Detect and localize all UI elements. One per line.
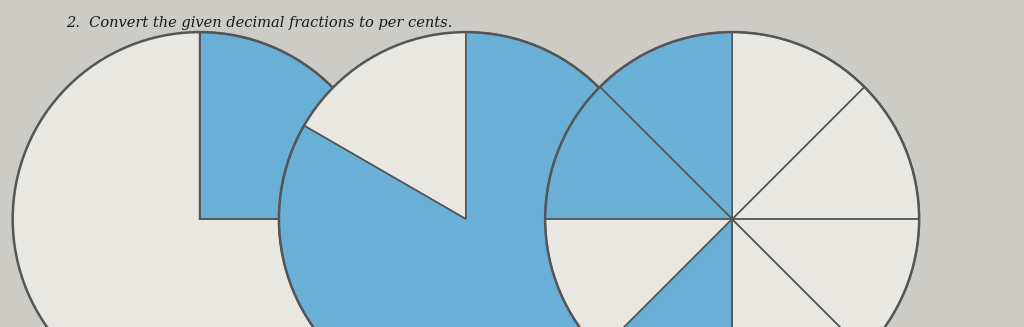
- Text: 2.  Convert the given decimal fractions to per cents.: 2. Convert the given decimal fractions t…: [67, 16, 453, 30]
- Wedge shape: [200, 32, 387, 219]
- Text: (d)  12.35: (d) 12.35: [579, 85, 650, 99]
- Text: coloured.: coloured.: [67, 196, 159, 210]
- Wedge shape: [732, 219, 864, 327]
- Text: (a)  0.65: (a) 0.65: [87, 85, 148, 99]
- Circle shape: [279, 32, 653, 327]
- Wedge shape: [732, 32, 864, 219]
- Wedge shape: [600, 219, 732, 327]
- Text: (b)  2.1: (b) 2.1: [225, 85, 279, 99]
- Wedge shape: [466, 32, 628, 219]
- Circle shape: [12, 32, 387, 327]
- Wedge shape: [279, 126, 466, 327]
- Wedge shape: [373, 219, 628, 327]
- Circle shape: [545, 32, 920, 327]
- Text: (ii): (ii): [457, 301, 475, 314]
- Text: 3.  Estimate what part of the figures is coloured and hence find the per cent wh: 3. Estimate what part of the figures is …: [67, 144, 696, 158]
- Wedge shape: [600, 32, 732, 219]
- Wedge shape: [466, 126, 653, 313]
- Wedge shape: [732, 87, 920, 219]
- Wedge shape: [545, 219, 732, 327]
- Text: (iii): (iii): [721, 301, 743, 314]
- Wedge shape: [732, 219, 920, 327]
- Wedge shape: [279, 32, 653, 327]
- Text: (i): (i): [193, 301, 207, 314]
- Wedge shape: [545, 87, 732, 219]
- Text: (c)  0.02: (c) 0.02: [399, 85, 461, 99]
